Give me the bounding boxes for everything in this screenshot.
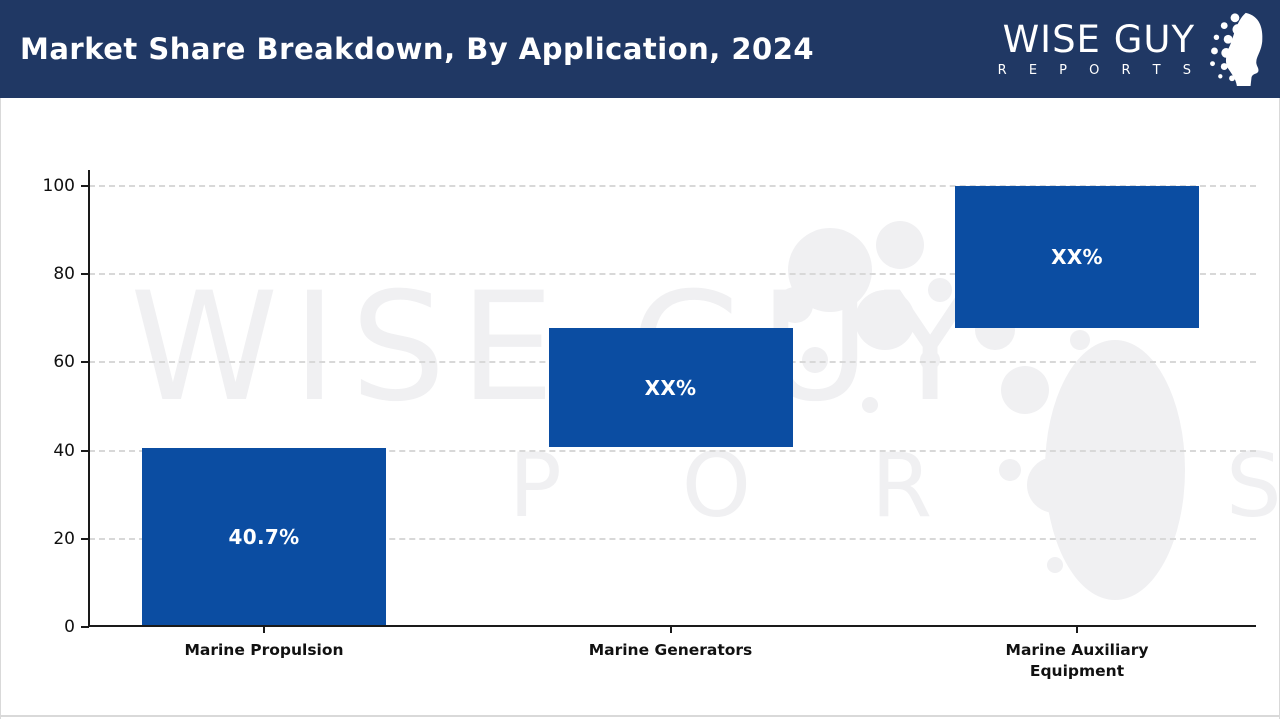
gridline-40 [89, 449, 1256, 452]
y-axis-line [88, 170, 90, 627]
header: Market Share Breakdown, By Application, … [0, 0, 1280, 98]
bar-segment: 40.7% [142, 447, 386, 627]
bar-segment: XX% [955, 186, 1199, 328]
y-tick-20 [81, 537, 89, 540]
logo-wordmark: WISE GUY [1002, 18, 1196, 61]
x-tick [1076, 627, 1078, 633]
gridline-20 [89, 537, 1256, 540]
chart-title: Market Share Breakdown, By Application, … [20, 32, 815, 66]
bar-value-label: XX% [644, 375, 697, 400]
dotted-face-icon [1210, 12, 1263, 87]
y-tick-60 [81, 361, 89, 364]
bar-value-label: XX% [1051, 244, 1103, 269]
bar-value-label: 40.7% [228, 525, 300, 550]
x-category-label: Marine Propulsion [184, 641, 344, 659]
y-tick-80 [81, 273, 89, 276]
y-tick-0 [81, 626, 89, 628]
bottom-border-line [0, 715, 1280, 717]
x-category-label: Marine Auxiliary Equipment [1005, 641, 1149, 680]
x-tick [263, 627, 265, 633]
gridline-100 [89, 185, 1256, 187]
y-tick-label-0: 0 [64, 617, 75, 637]
y-tick-label-80: 80 [53, 264, 75, 285]
y-tick-40 [81, 449, 89, 452]
y-tick-label-100: 100 [42, 176, 75, 196]
watermark-face-dots [777, 221, 1185, 600]
y-tick-label-20: 20 [53, 528, 75, 549]
logo-text: WISE GUY R E P O R T S [997, 18, 1200, 79]
y-tick-label-60: 60 [53, 352, 75, 373]
x-axis-line [88, 625, 1256, 627]
wise-guy-reports-logo: WISE GUY R E P O R T S [998, 10, 1264, 88]
y-tick-label-40: 40 [53, 440, 75, 461]
logo-subtitle: R E P O R T S [997, 63, 1200, 78]
gridline-80 [89, 273, 1256, 276]
bar-segment: XX% [548, 327, 793, 448]
y-tick-100 [81, 185, 89, 187]
x-tick [669, 627, 672, 633]
x-category-label: Marine Generators [588, 641, 753, 659]
